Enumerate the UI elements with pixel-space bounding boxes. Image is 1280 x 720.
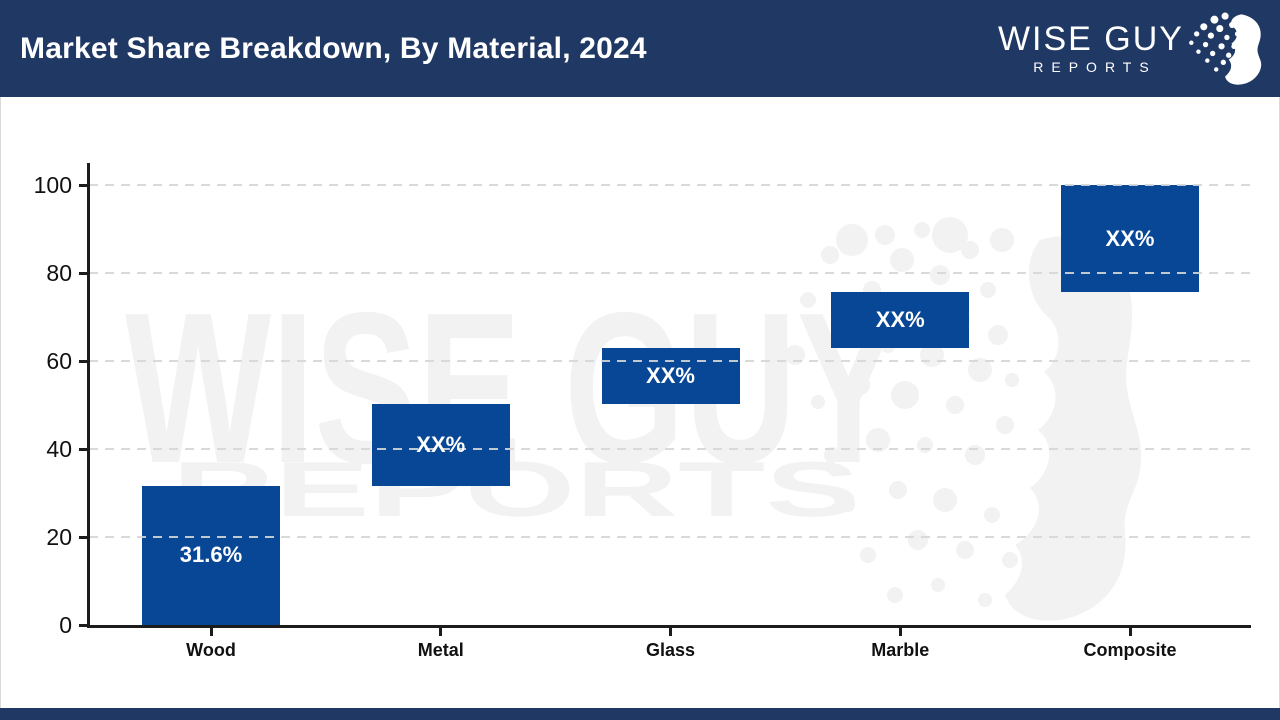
x-tick-label-glass: Glass [645,640,696,660]
logo-text: WISE GUY REPORTS [998,22,1184,75]
x-tick-label-metal: Metal [417,640,464,660]
logo-dot-head-icon [1189,12,1262,85]
y-tick-mark-100 [79,183,87,187]
x-tick-label-wood: Wood [186,640,236,660]
gridline-40 [89,448,1251,450]
y-tick-label-40: 40 [46,436,72,462]
gridline-60 [89,360,1251,362]
header-bar: Market Share Breakdown, By Material, 202… [0,0,1280,97]
y-tick-label-60: 60 [46,348,72,374]
bar-value-label-marble: XX% [875,307,925,333]
x-tick-mark-marble [898,628,902,636]
y-tick-mark-60 [79,359,87,363]
bar-value-label-glass: XX% [646,362,695,388]
y-tick-label-20: 20 [46,524,72,550]
y-tick-mark-0 [79,623,87,627]
y-tick-label-80: 80 [46,260,72,286]
x-tick-label-marble: Marble [871,640,930,660]
logo-subtext: REPORTS [1033,59,1157,75]
x-tick-mark-composite [1128,628,1132,636]
y-tick-label-100: 100 [33,172,72,198]
bar-value-label-wood: 31.6% [179,542,243,568]
logo-wordmark: WISE GUY [997,20,1184,58]
bar-value-label-composite: XX% [1105,225,1155,251]
gridline-80 [89,272,1251,274]
y-tick-mark-20 [79,535,87,539]
footer-bar [0,708,1280,720]
x-tick-mark-wood [209,628,213,636]
x-axis-line [87,625,1251,628]
page-title: Market Share Breakdown, By Material, 202… [20,31,647,65]
y-tick-label-0: 0 [59,612,72,638]
y-tick-mark-40 [79,447,87,451]
bar-wood [142,485,280,625]
wise-guy-reports-logo: WISE GUY REPORTS [998,7,1266,91]
bar-glass [601,347,740,405]
gridline-20 [89,536,1251,538]
x-tick-mark-glass [669,628,672,636]
x-tick-label-composite: Composite [1083,640,1177,660]
gridline-100 [89,184,1251,186]
x-tick-mark-metal [439,628,443,636]
y-tick-mark-80 [79,271,87,275]
bar-metal [371,404,510,486]
bar-value-label-metal: XX% [416,432,466,458]
y-axis-line [87,163,90,628]
